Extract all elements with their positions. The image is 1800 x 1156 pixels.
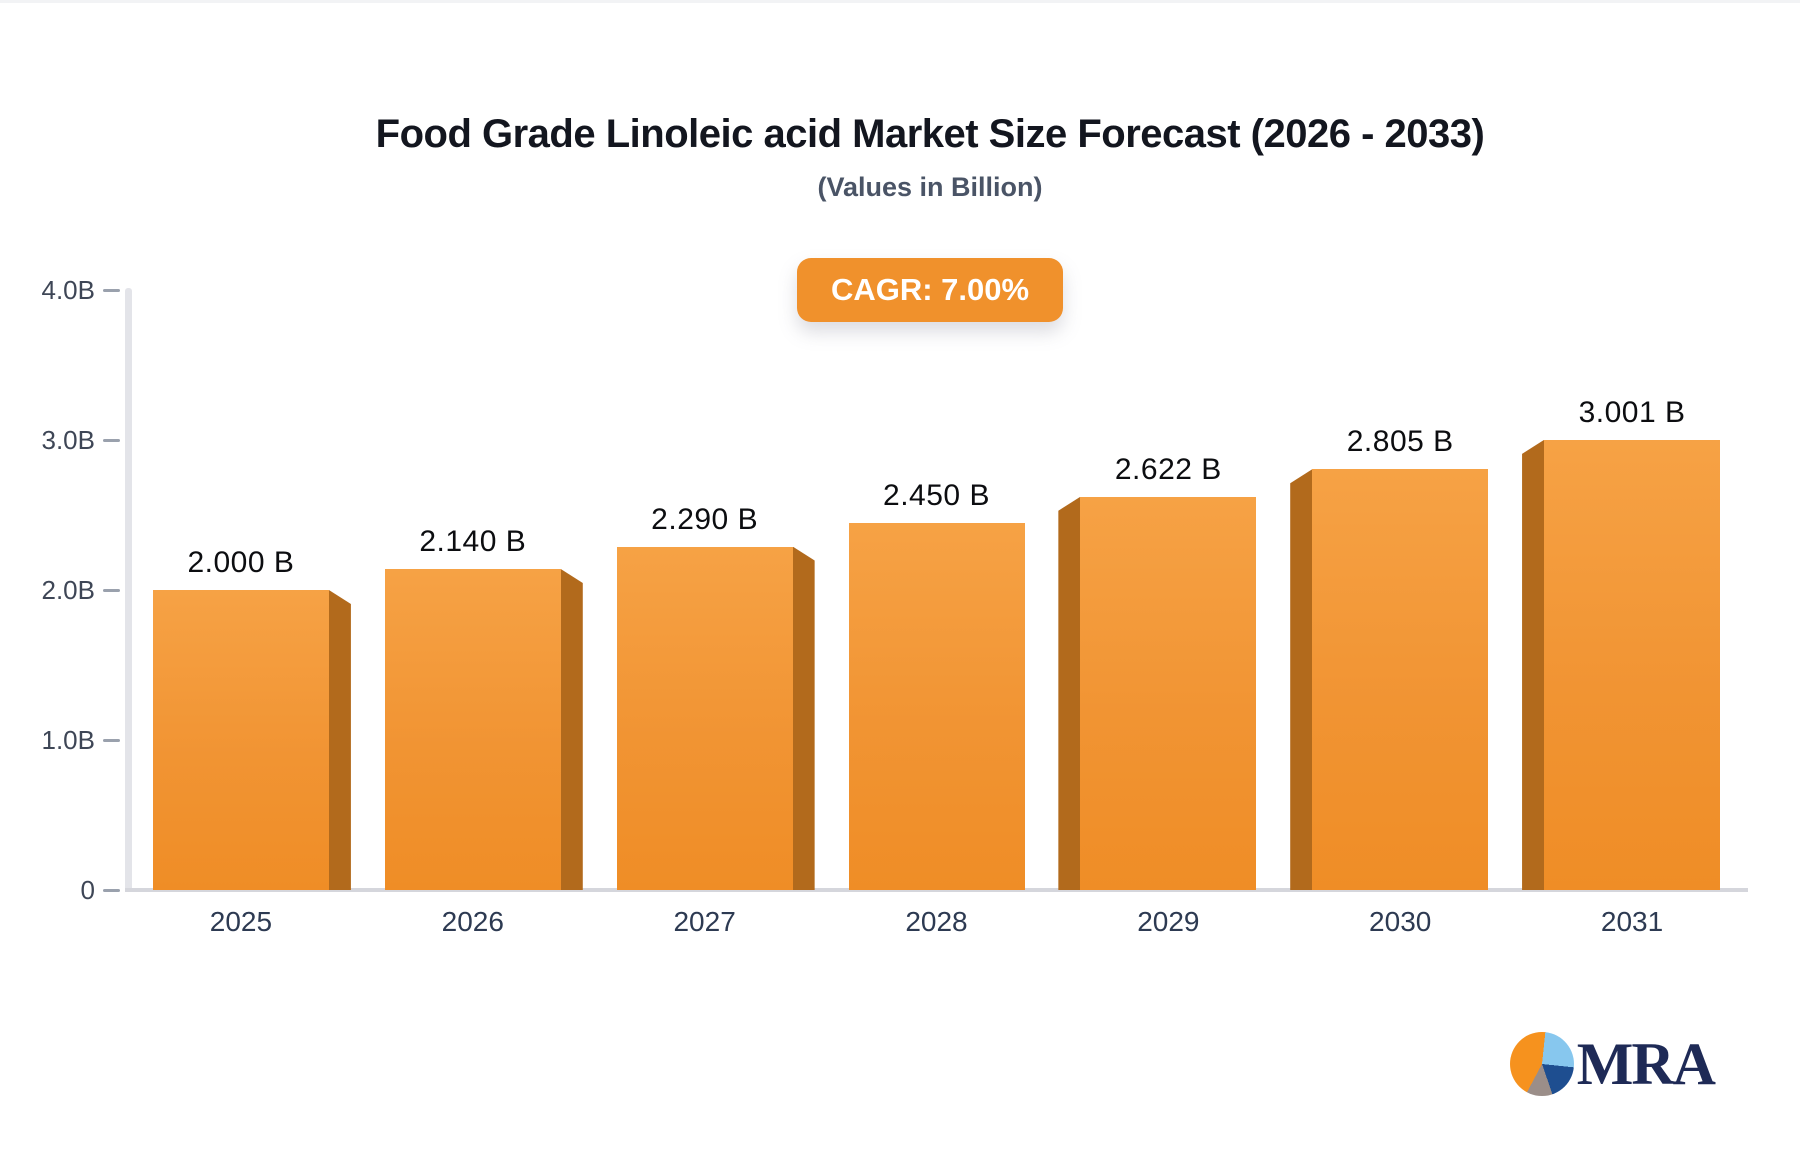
x-axis-label-2028: 2028	[905, 906, 968, 937]
pie-chart-logo-icon	[1509, 1032, 1574, 1096]
bar-2028	[848, 522, 1025, 890]
y-tick-mark	[103, 288, 120, 292]
x-axis-label-2026: 2026	[441, 906, 504, 937]
bar-value-label-2027: 2.290 B	[651, 502, 759, 536]
bar-2030	[1312, 469, 1489, 890]
top-edge-divider	[0, 0, 1800, 3]
mra-logo: MRA	[1509, 1030, 1716, 1098]
bar-side-2031	[1522, 439, 1545, 890]
bar-2029	[1080, 496, 1257, 890]
cagr-badge: CAGR: 7.00%	[796, 258, 1064, 322]
cagr-badge-row: CAGR: 7.00%	[60, 258, 1800, 322]
bar-value-label-2025: 2.000 B	[187, 546, 295, 579]
y-axis-line	[125, 288, 132, 892]
bar-2025	[152, 590, 329, 890]
bar-side-2025	[328, 590, 351, 890]
y-tick-label: 0	[80, 875, 95, 905]
x-axis-label-2029: 2029	[1137, 906, 1200, 937]
bar-side-2029	[1058, 496, 1081, 890]
bar-value-label-2030: 2.805 B	[1346, 425, 1454, 459]
plot-area: 0 1.0B 2.0B 3.0B 4.0B 2.000 B 2025 2.140 B 2026 2…	[42, 277, 1748, 937]
bar-value-label-2029: 2.622 B	[1114, 452, 1222, 486]
bar-value-label-2031: 3.001 B	[1578, 395, 1686, 429]
y-tick-label: 2.0B	[41, 575, 96, 605]
y-tick-label: 1.0B	[41, 725, 96, 755]
x-axis-label-2025: 2025	[209, 906, 273, 937]
y-tick-label: 4.0B	[41, 275, 96, 305]
bar-value-label-2026: 2.140 B	[419, 525, 527, 558]
y-tick-mark	[103, 438, 120, 442]
chart-title: Food Grade Linoleic acid Market Size For…	[375, 112, 1485, 156]
y-tick-mark	[103, 888, 120, 892]
x-axis-label-2031: 2031	[1600, 906, 1664, 937]
y-tick-mark	[103, 738, 120, 742]
logo-text: MRA	[1576, 1031, 1716, 1097]
bar-2027	[616, 546, 793, 890]
y-tick-mark	[103, 588, 120, 592]
x-axis-baseline	[125, 888, 1748, 892]
bar-side-2030	[1290, 469, 1313, 890]
bar-side-2026	[560, 569, 583, 890]
bar-value-label-2028: 2.450 B	[883, 478, 990, 512]
bar-2026	[384, 569, 561, 890]
chart-subtitle: (Values in Billion)	[817, 172, 1043, 202]
bar-side-2027	[792, 546, 815, 890]
x-axis-label-2030: 2030	[1369, 906, 1432, 937]
x-axis-label-2027: 2027	[673, 906, 736, 937]
bar-2031	[1544, 439, 1721, 890]
y-tick-label: 3.0B	[41, 425, 96, 455]
